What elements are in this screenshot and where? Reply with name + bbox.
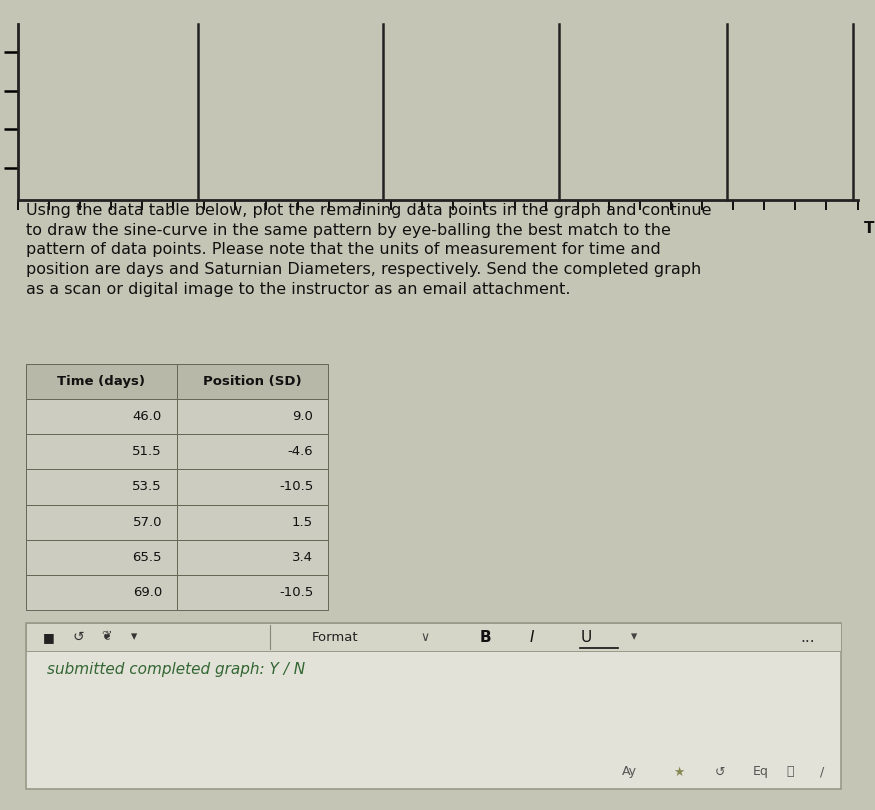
Text: /: / (820, 765, 824, 778)
Text: Eq: Eq (752, 765, 768, 778)
Bar (26, 623, 841, 790)
Text: ⤢: ⤢ (786, 765, 794, 778)
Text: Ay: Ay (622, 765, 637, 778)
Text: ■: ■ (43, 631, 54, 644)
Text: ❦: ❦ (102, 631, 112, 644)
Bar (26, 623, 841, 651)
Text: U: U (580, 629, 592, 645)
Text: submitted completed graph: Y / N: submitted completed graph: Y / N (47, 663, 305, 677)
Text: ★: ★ (673, 765, 684, 778)
Text: ↺: ↺ (715, 765, 725, 778)
Text: B: B (480, 629, 491, 645)
Text: Format: Format (312, 631, 358, 644)
Text: ▾: ▾ (131, 631, 137, 644)
Text: ↺: ↺ (72, 630, 84, 644)
Text: I: I (530, 629, 535, 645)
Text: Using the data table below, plot the remaining data points in the graph and cont: Using the data table below, plot the rem… (26, 202, 711, 297)
Text: ▾: ▾ (631, 631, 637, 644)
Text: Time in days: Time in days (864, 220, 875, 236)
Text: ∨: ∨ (421, 631, 430, 644)
Text: ...: ... (801, 629, 816, 645)
